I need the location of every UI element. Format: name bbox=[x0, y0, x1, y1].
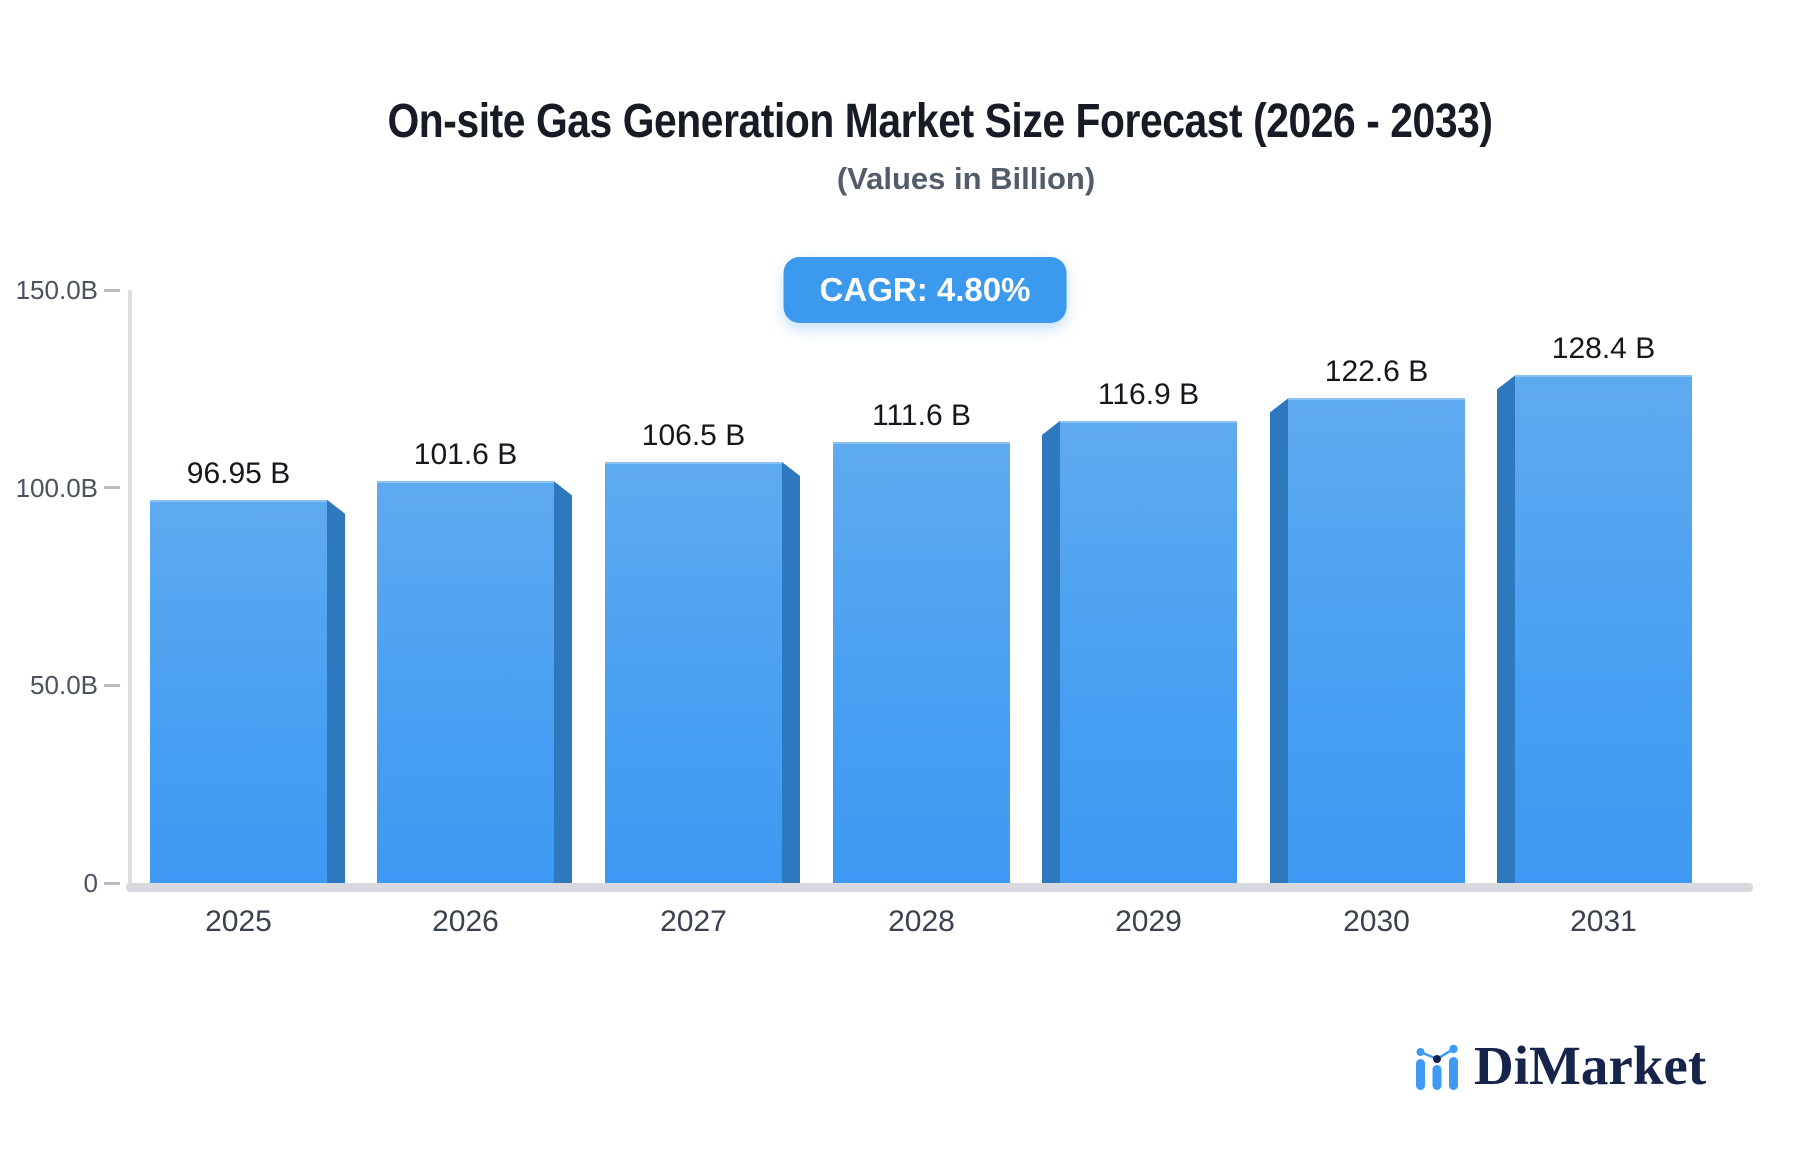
bar-value-label-2031: 128.4 B bbox=[1551, 332, 1656, 366]
y-axis-line bbox=[128, 290, 132, 883]
y-axis-tick bbox=[104, 486, 120, 490]
bar-side-panel-2025 bbox=[327, 499, 345, 883]
cagr-badge: CAGR: 4.80% bbox=[783, 257, 1067, 323]
bar-2030[interactable] bbox=[1288, 398, 1465, 883]
bar-2029[interactable] bbox=[1060, 420, 1237, 883]
y-axis-tick bbox=[104, 683, 120, 687]
bar-side-panel-2026 bbox=[554, 481, 572, 883]
bar-value-label-2026: 101.6 B bbox=[413, 438, 518, 472]
bar-side-panel-2030 bbox=[1270, 398, 1288, 883]
bar-2027[interactable] bbox=[605, 461, 782, 883]
bar-2031[interactable] bbox=[1515, 375, 1692, 883]
page-title: On-site Gas Generation Market Size Forec… bbox=[387, 95, 1493, 148]
y-axis-tick bbox=[104, 881, 120, 885]
bar-value-label-2030: 122.6 B bbox=[1324, 355, 1429, 389]
y-axis-label: 100.0B bbox=[15, 472, 98, 503]
page-subtitle: (Values in Billion) bbox=[836, 161, 1096, 196]
y-axis-label: 50.0B bbox=[30, 670, 98, 701]
bar-value-label-2025: 96.95 B bbox=[186, 456, 291, 490]
x-axis-label-2029: 2029 bbox=[1115, 905, 1182, 938]
x-axis-baseline bbox=[126, 883, 1753, 892]
y-axis-label: 0 bbox=[83, 868, 98, 898]
bar-2028[interactable] bbox=[833, 441, 1010, 883]
y-axis-tick bbox=[104, 288, 120, 292]
bar-side-panel-2031 bbox=[1497, 375, 1515, 883]
x-axis-label-2026: 2026 bbox=[432, 905, 499, 938]
bar-2025[interactable] bbox=[150, 499, 327, 883]
bar-side-panel-2027 bbox=[782, 461, 800, 883]
bar-value-label-2028: 111.6 B bbox=[872, 398, 971, 432]
bar-value-label-2029: 116.9 B bbox=[1097, 377, 1200, 411]
bar-value-label-2027: 106.5 B bbox=[641, 418, 746, 452]
y-axis-label: 150.0B bbox=[15, 275, 98, 305]
bar-line-chart-icon bbox=[1416, 1044, 1458, 1090]
bar-2026[interactable] bbox=[377, 481, 554, 883]
x-axis-label-2030: 2030 bbox=[1343, 905, 1410, 938]
dimarket-logo: DiMarket bbox=[1416, 1035, 1707, 1096]
logo-wordmark: DiMarket bbox=[1474, 1035, 1707, 1096]
x-axis-label-2025: 2025 bbox=[205, 905, 272, 938]
x-axis-label-2031: 2031 bbox=[1570, 905, 1637, 938]
bar-side-panel-2029 bbox=[1042, 420, 1060, 883]
x-axis-label-2028: 2028 bbox=[888, 905, 955, 938]
x-axis-label-2027: 2027 bbox=[660, 905, 727, 938]
